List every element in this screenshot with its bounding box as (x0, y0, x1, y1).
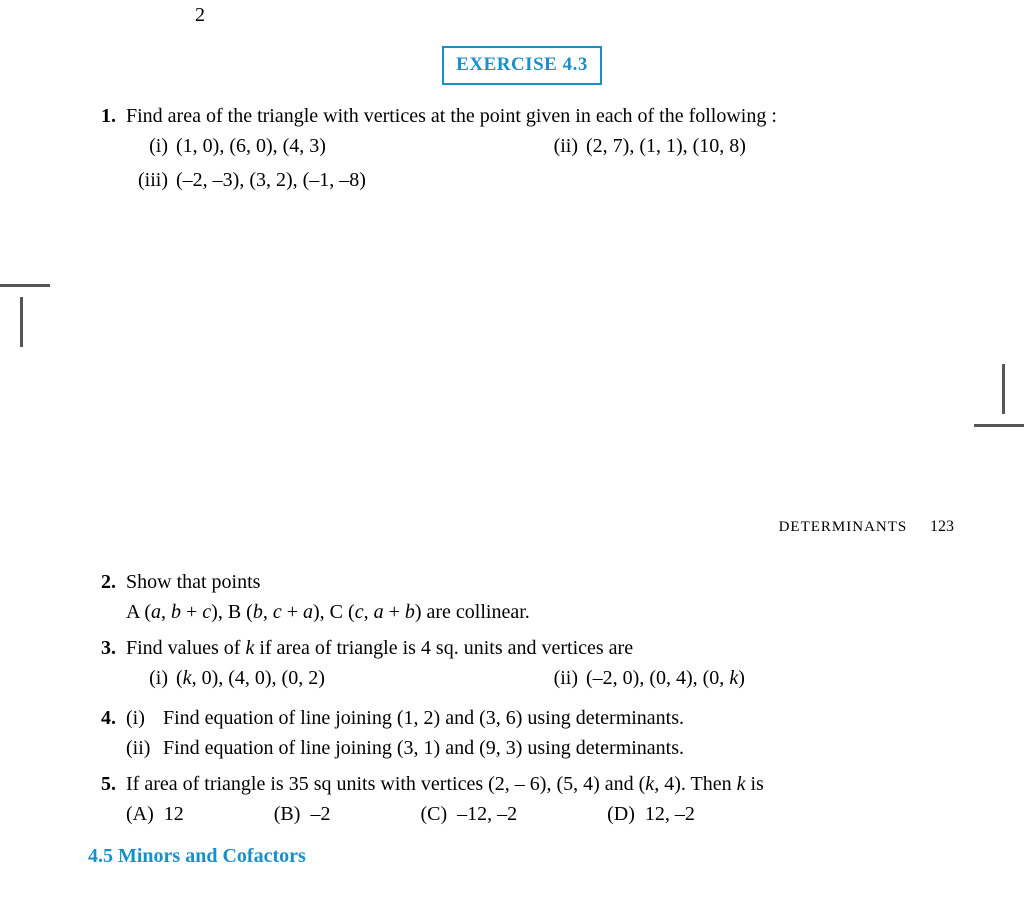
var-k: k (183, 667, 192, 689)
question-3: 3. Find values of k if area of triangle … (80, 633, 964, 697)
question-4-part-ii: (ii) Find equation of line joining (3, 1… (126, 733, 964, 763)
chapter-name: DETERMINANTS (779, 519, 908, 535)
question-number: 5. (80, 769, 116, 799)
question-3-part-ii: (ii) (–2, 0), (0, 4), (0, k) (536, 663, 745, 693)
text: ), B ( (211, 601, 253, 623)
option-label: (C) (420, 803, 447, 825)
part-value: (–2, 0), (0, 4), (0, k) (586, 663, 745, 693)
page-content: EXERCISE 4.3 1. Find area of the triangl… (0, 0, 1024, 891)
question-2: 2. Show that points A (a, b + c), B (b, … (80, 567, 964, 627)
crop-mark-h (0, 284, 50, 287)
var-c: c (202, 601, 211, 623)
question-text: Find area of the triangle with vertices … (126, 101, 964, 131)
var-k: k (729, 667, 738, 689)
part-label: (ii) (126, 733, 158, 763)
blank-space (80, 205, 964, 515)
crop-mark-v (20, 297, 23, 347)
part-label: (i) (126, 131, 168, 161)
var-b: b (405, 601, 415, 623)
text: , 4). Then (654, 773, 736, 795)
mcq-option-a: (A) 12 (126, 799, 184, 829)
question-5: 5. If area of triangle is 35 sq units wi… (80, 769, 964, 829)
var-a: a (374, 601, 384, 623)
text: + (282, 601, 303, 623)
text: + (181, 601, 202, 623)
page-number: 123 (930, 518, 954, 535)
exercise-header-container: EXERCISE 4.3 (80, 10, 964, 101)
var-b: b (171, 601, 181, 623)
crop-mark-h (974, 424, 1024, 427)
part-label: (iii) (126, 165, 168, 195)
question-4-part-i: (i) Find equation of line joining (1, 2)… (126, 703, 964, 733)
mcq-options: (A) 12 (B) –2 (C) –12, –2 (D) 12, –2 (126, 799, 964, 829)
option-value: –12, –2 (457, 803, 517, 825)
part-value: (1, 0), (6, 0), (4, 3) (176, 131, 326, 161)
var-k: k (245, 637, 254, 659)
text: Find values of (126, 637, 245, 659)
var-c: c (273, 601, 282, 623)
option-value: 12 (164, 803, 184, 825)
crop-mark-right (974, 364, 1024, 427)
text: (–2, 0), (0, 4), (0, (586, 667, 729, 689)
part-value: (k, 0), (4, 0), (0, 2) (176, 663, 325, 693)
var-c: c (355, 601, 364, 623)
text: , (263, 601, 273, 623)
section-heading: 4.5 Minors and Cofactors (88, 841, 964, 871)
text: , (364, 601, 374, 623)
text: A ( (126, 601, 151, 623)
question-text: Find values of k if area of triangle is … (126, 633, 964, 663)
part-label: (ii) (536, 131, 578, 161)
option-label: (D) (607, 803, 635, 825)
part-label: (ii) (536, 663, 578, 693)
part-label: (i) (126, 703, 158, 733)
part-value: (2, 7), (1, 1), (10, 8) (586, 131, 746, 161)
part-label: (i) (126, 663, 168, 693)
exercise-header: EXERCISE 4.3 (442, 46, 602, 85)
mcq-option-d: (D) 12, –2 (607, 799, 695, 829)
option-label: (B) (274, 803, 301, 825)
question-number: 1. (80, 101, 116, 131)
option-label: (A) (126, 803, 154, 825)
question-4: 4. (i) Find equation of line joining (1,… (80, 703, 964, 763)
text: + (384, 601, 405, 623)
page-running-header: DETERMINANTS 123 (80, 515, 954, 539)
question-number: 4. (80, 703, 116, 733)
var-k: k (645, 773, 654, 795)
text: ), C ( (313, 601, 355, 623)
top-fragment-text: 2 (195, 0, 205, 30)
text: if area of triangle is 4 sq. units and v… (254, 637, 633, 659)
option-value: –2 (310, 803, 330, 825)
question-2-points: A (a, b + c), B (b, c + a), C (c, a + b)… (126, 597, 964, 627)
text: ) (738, 667, 745, 689)
mcq-option-b: (B) –2 (274, 799, 331, 829)
question-1-part-i: (i) (1, 0), (6, 0), (4, 3) (126, 131, 496, 161)
option-value: 12, –2 (645, 803, 695, 825)
var-a: a (303, 601, 313, 623)
text: If area of triangle is 35 sq units with … (126, 773, 645, 795)
question-text: If area of triangle is 35 sq units with … (126, 769, 964, 799)
part-value: (–2, –3), (3, 2), (–1, –8) (176, 165, 366, 195)
question-number: 3. (80, 633, 116, 663)
text: , (161, 601, 171, 623)
part-value: Find equation of line joining (1, 2) and… (163, 707, 684, 729)
question-1: 1. Find area of the triangle with vertic… (80, 101, 964, 199)
text: ( (176, 667, 183, 689)
var-a: a (151, 601, 161, 623)
text: , 0), (4, 0), (0, 2) (192, 667, 325, 689)
part-value: Find equation of line joining (3, 1) and… (163, 737, 684, 759)
question-1-part-iii: (iii) (–2, –3), (3, 2), (–1, –8) (126, 165, 924, 195)
var-b: b (253, 601, 263, 623)
question-text: Show that points (126, 567, 964, 597)
text: is (745, 773, 763, 795)
question-3-part-i: (i) (k, 0), (4, 0), (0, 2) (126, 663, 496, 693)
crop-mark-left (0, 284, 50, 347)
mcq-option-c: (C) –12, –2 (420, 799, 517, 829)
question-1-part-ii: (ii) (2, 7), (1, 1), (10, 8) (536, 131, 746, 161)
crop-mark-v (1002, 364, 1005, 414)
text: ) are collinear. (415, 601, 530, 623)
question-number: 2. (80, 567, 116, 597)
